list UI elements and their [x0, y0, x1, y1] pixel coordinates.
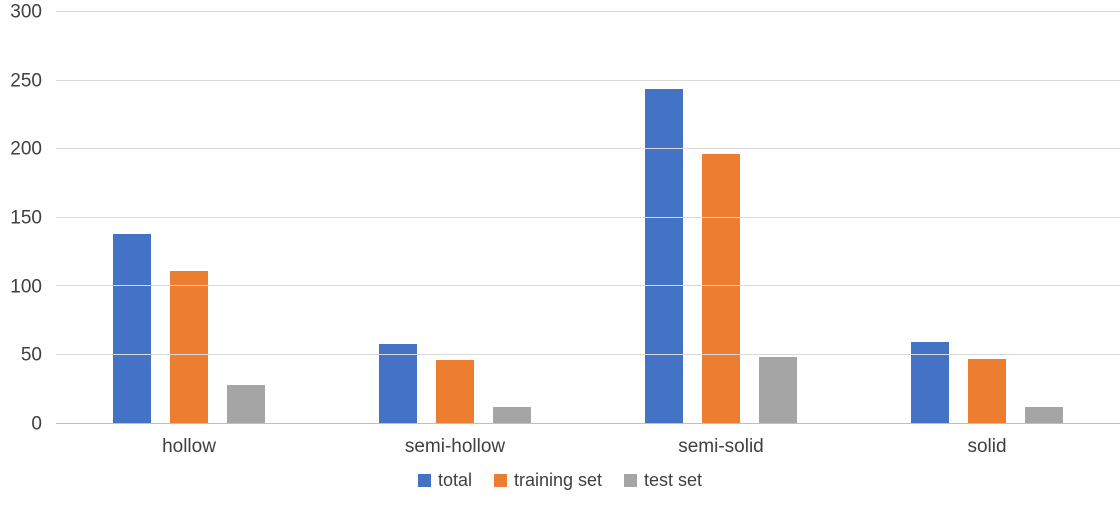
bar-total: [911, 342, 949, 423]
gridline: [56, 79, 1120, 81]
legend-swatch: [624, 474, 638, 487]
chart-plot-row: 0 50 100 150 200 250 300: [0, 3, 1120, 434]
bar-training-set: [702, 154, 740, 423]
x-tick-label: solid: [967, 436, 1007, 457]
bar-total: [113, 233, 151, 423]
x-tick-label: semi-hollow: [404, 436, 506, 457]
bar-total: [645, 88, 683, 423]
bar-training-set: [968, 358, 1006, 423]
bar-group-solid: [854, 12, 1120, 423]
legend-label: test set: [644, 470, 703, 490]
gridline: [56, 353, 1120, 355]
legend-item-test-set: test set: [624, 470, 702, 491]
legend-label: training set: [513, 470, 603, 490]
bar-test-set: [493, 406, 531, 423]
y-tick-label: 150: [10, 207, 42, 229]
legend-item-total: total: [417, 470, 472, 491]
bar-group-hollow: [56, 12, 322, 423]
plot-area: [56, 11, 1120, 424]
legend-swatch: [493, 474, 507, 487]
legend-swatch: [417, 474, 431, 487]
bar-group-semi-hollow: [322, 12, 588, 423]
y-tick-label: 200: [10, 138, 42, 160]
gridline: [56, 148, 1120, 150]
legend-item-training-set: training set: [493, 470, 603, 491]
y-tick-label: 100: [10, 276, 42, 298]
y-tick-label: 50: [20, 344, 42, 366]
y-tick-label: 0: [31, 413, 42, 435]
y-tick-label: 250: [10, 70, 42, 92]
bar-test-set: [759, 357, 797, 423]
x-axis: hollow semi-hollow semi-solid solid: [56, 424, 1120, 470]
legend: total training set test set: [0, 470, 1120, 508]
legend-label: total: [437, 470, 472, 490]
bar-total: [379, 343, 417, 423]
gridline: [56, 11, 1120, 12]
x-tick-label: hollow: [162, 436, 216, 457]
y-tick-label: 300: [10, 1, 42, 23]
bar-test-set: [1025, 406, 1063, 423]
bar-test-set: [227, 384, 265, 423]
bar-group-semi-solid: [588, 12, 854, 423]
bar-training-set: [436, 359, 474, 423]
x-tick-label: semi-solid: [678, 436, 764, 457]
bar-groups: [56, 12, 1120, 423]
bar-training-set: [170, 270, 208, 423]
gridline: [56, 285, 1120, 287]
gridline: [56, 216, 1120, 218]
y-axis: 0 50 100 150 200 250 300: [0, 3, 56, 434]
